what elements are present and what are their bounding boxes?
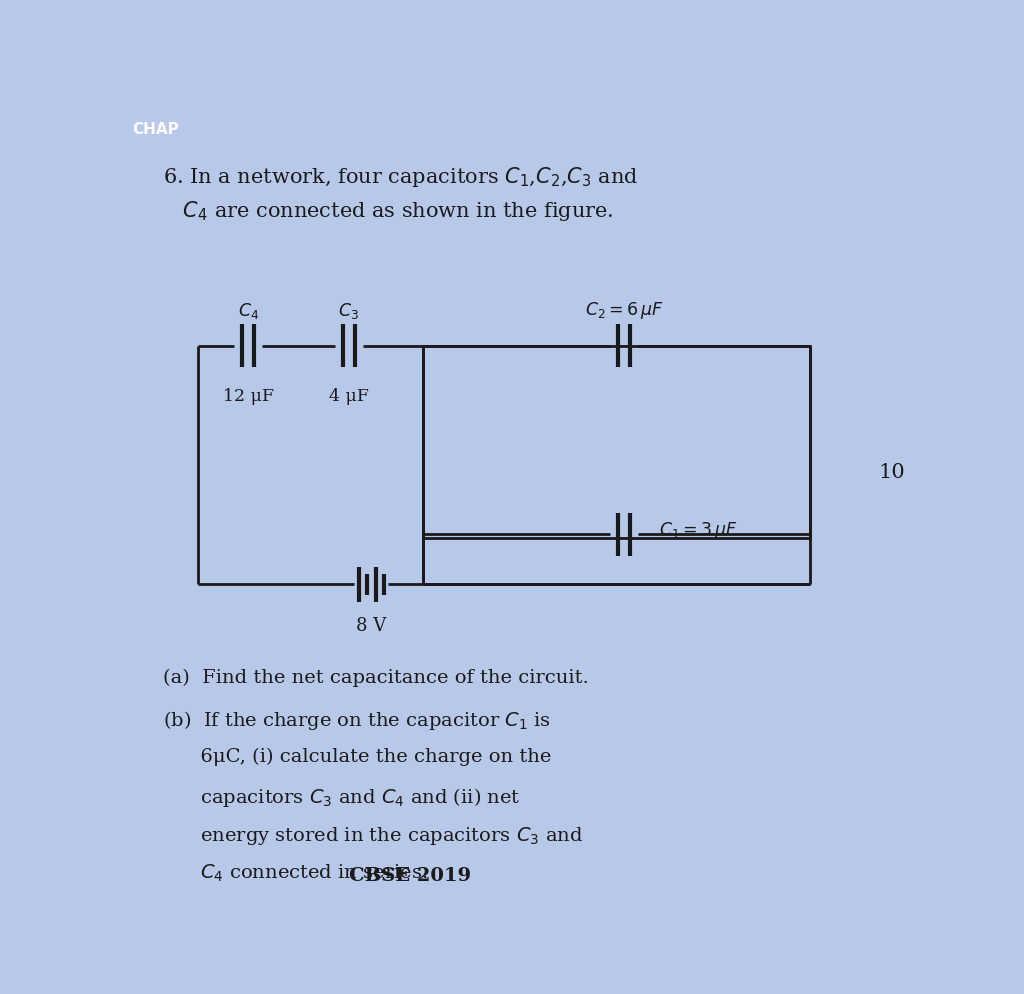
- Bar: [423, 346, 810, 538]
- Text: $C_3$: $C_3$: [339, 301, 359, 321]
- Text: 8 V: 8 V: [356, 616, 386, 635]
- Text: capacitors $C_3$ and $C_4$ and (ii) net: capacitors $C_3$ and $C_4$ and (ii) net: [163, 786, 520, 809]
- Text: $C_4$ are connected as shown in the figure.: $C_4$ are connected as shown in the figu…: [163, 200, 613, 224]
- Text: $C_4$: $C_4$: [238, 301, 259, 321]
- Text: $C_4$ connected in series.: $C_4$ connected in series.: [163, 863, 435, 885]
- Text: 6. In a network, four capacitors $C_1$,$C_2$,$C_3$ and: 6. In a network, four capacitors $C_1$,$…: [163, 165, 638, 189]
- Text: (a)  Find the net capacitance of the circuit.: (a) Find the net capacitance of the circ…: [163, 669, 589, 687]
- Text: 12 μF: 12 μF: [222, 388, 273, 405]
- Text: 4 μF: 4 μF: [329, 388, 369, 405]
- Text: 6μC, (i) calculate the charge on the: 6μC, (i) calculate the charge on the: [163, 747, 551, 765]
- Text: (b)  If the charge on the capacitor $C_1$ is: (b) If the charge on the capacitor $C_1$…: [163, 709, 551, 733]
- Text: energy stored in the capacitors $C_3$ and: energy stored in the capacitors $C_3$ an…: [163, 825, 583, 847]
- Text: CBSE 2019: CBSE 2019: [349, 867, 471, 885]
- Text: 10: 10: [878, 463, 905, 482]
- Text: CHAP: CHAP: [132, 122, 178, 137]
- Text: $C_1 = 3\,\mu F$: $C_1 = 3\,\mu F$: [658, 520, 737, 541]
- Text: $C_2 = 6\,\mu F$: $C_2 = 6\,\mu F$: [585, 300, 664, 321]
